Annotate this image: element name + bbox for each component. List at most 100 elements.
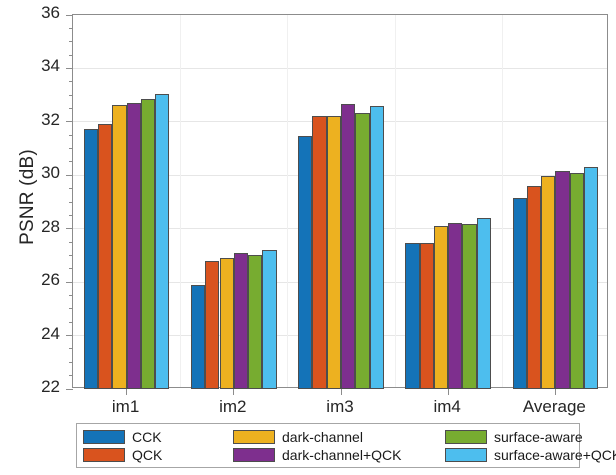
y-axis-minor-tick [69,161,73,163]
bar-im3-dark-channel-plus-qck [341,103,356,389]
x-axis-tick-label: im1 [111,397,140,416]
gridline-x [180,15,182,387]
legend-swatch-icon [445,447,487,462]
bar-im2-dark-channel [219,258,234,389]
y-axis-minor-tick [69,27,73,29]
y-axis-tick [66,121,73,123]
x-axis-tick [447,389,449,395]
bar-im1-qck [98,123,113,389]
bar-average-surface-aware [569,172,584,389]
y-axis-tick-label: 34 [41,56,60,76]
bars-layer [73,15,607,389]
legend-item-label: surface-aware [494,428,583,445]
x-axis-tick [340,389,342,395]
y-axis-tick-label: 22 [41,377,60,396]
legend-swatch-icon [445,429,487,444]
bar-average-qck [526,185,542,389]
y-axis-minor-tick [69,188,73,190]
y-axis-tick [66,388,73,390]
x-axis-tick [126,389,128,395]
legend-grid: CCK dark-channel surface-aware QCK dark-chan… [83,428,616,463]
bar-average-surface-aware-plus-qck [583,167,599,389]
y-axis-minor-tick [69,134,73,136]
bar-im3-surface-aware-plus-qck [369,106,384,389]
bar-im4-surface-aware [462,223,477,389]
y-axis-tick [66,14,73,16]
y-axis-minor-tick [69,214,73,216]
bar-im4-dark-channel [433,226,449,389]
y-axis-minor-tick [69,321,73,323]
x-axis-tick-label: Average [522,397,586,416]
x-axis-tick [554,389,556,395]
legend-item-cck[interactable]: CCK [83,429,233,445]
y-axis-minor-tick [69,41,73,43]
legend-item-qck[interactable]: QCK [83,447,233,463]
x-axis-tick-label: im3 [326,397,354,416]
legend-swatch-icon [83,447,125,462]
y-axis-tick-label: 30 [41,163,60,183]
y-axis-minor-tick [69,108,73,109]
y-axis-minor-tick [69,268,73,270]
gridline-x [501,15,503,387]
legend-item-dark-channel[interactable]: dark-channel [233,429,445,445]
y-axis-minor-tick [69,201,73,203]
bar-im2-qck [205,260,220,389]
y-axis-tick [66,228,73,230]
y-axis-minor-tick [69,295,73,296]
y-axis-minor-tick [69,54,73,56]
bar-im4-surface-aware-plus-qck [476,218,492,389]
legend-item-label: dark-channel [282,428,363,445]
bar-im2-surface-aware [248,254,263,389]
y-axis-minor-tick [69,241,73,243]
gridline-y [73,67,607,69]
y-axis-tick-label: 26 [41,270,60,290]
legend-item-label: dark-channel+QCK [282,446,402,463]
bar-im1-surface-aware-plus-qck [155,93,170,389]
bar-im4-dark-channel-plus-qck [448,222,463,389]
y-axis-tick [66,174,73,176]
bar-im1-surface-aware [140,99,156,389]
bar-im2-surface-aware-plus-qck [262,250,277,389]
y-axis-minor-tick [69,94,73,96]
bar-im3-dark-channel [326,115,341,389]
gridline-x [394,15,396,387]
y-axis-tick-label: 32 [41,109,60,129]
y-axis-tick-label: 28 [41,216,60,236]
legend-item-label: surface-aware+QCK [494,446,616,463]
y-axis-tick [66,67,73,69]
bar-im1-dark-channel-plus-qck [126,103,141,389]
y-axis-tick [66,335,73,337]
y-axis-minor-tick [69,348,73,350]
legend-item-label: CCK [132,428,162,445]
bar-im3-cck [298,135,313,389]
x-axis-tick-label: im4 [433,397,461,416]
y-axis-minor-tick [69,148,73,150]
bar-average-dark-channel-plus-qck [555,170,570,389]
bar-im2-dark-channel-plus-qck [233,253,249,389]
y-axis-tick-label: 24 [41,323,60,343]
legend-swatch-icon [233,447,275,462]
bar-average-dark-channel [541,176,556,389]
legend-swatch-icon [233,429,275,444]
y-axis-minor-tick [69,81,73,83]
bar-im2-cck [190,285,206,389]
legend-item-label: QCK [132,446,163,463]
legend-item-surface-aware-plus-qck[interactable]: surface-aware+QCK [445,447,616,463]
y-axis-tick [66,281,73,283]
bar-im1-cck [83,128,98,389]
legend-item-dark-channel-plus-qck[interactable]: dark-channel+QCK [233,447,445,463]
y-axis-minor-tick [69,375,73,377]
x-axis-tick-label: im2 [219,397,247,416]
legend-item-surface-aware[interactable]: surface-aware [445,429,587,445]
bar-im4-cck [405,243,420,389]
plot-area [66,14,608,395]
gridline-x [287,15,289,387]
y-axis-tick-label: 36 [41,3,60,22]
bar-im1-dark-channel [112,105,127,389]
chart-legend: CCK dark-channel surface-aware QCK dark-chan… [76,423,616,468]
legend-swatch-icon [83,429,125,444]
y-axis-minor-tick [69,308,73,310]
bar-average-cck [512,198,527,389]
x-axis-tick [233,389,235,395]
